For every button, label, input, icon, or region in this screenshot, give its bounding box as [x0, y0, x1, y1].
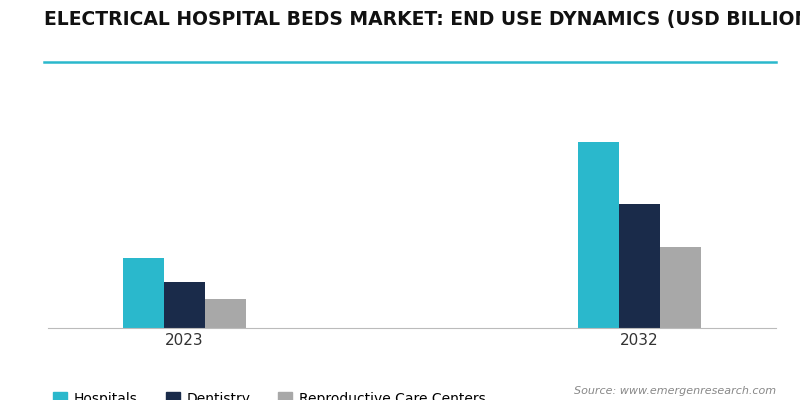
- Bar: [578, 142, 619, 328]
- Legend: Hospitals, Dentistry, Reproductive Care Centers: Hospitals, Dentistry, Reproductive Care …: [48, 386, 491, 400]
- Bar: [205, 299, 246, 328]
- Text: ELECTRICAL HOSPITAL BEDS MARKET: END USE DYNAMICS (USD BILLION): ELECTRICAL HOSPITAL BEDS MARKET: END USE…: [44, 10, 800, 29]
- Bar: [660, 247, 701, 328]
- Bar: [164, 282, 205, 328]
- Bar: [619, 204, 660, 328]
- Text: Source: www.emergenresearch.com: Source: www.emergenresearch.com: [574, 386, 776, 396]
- Bar: [123, 258, 164, 328]
